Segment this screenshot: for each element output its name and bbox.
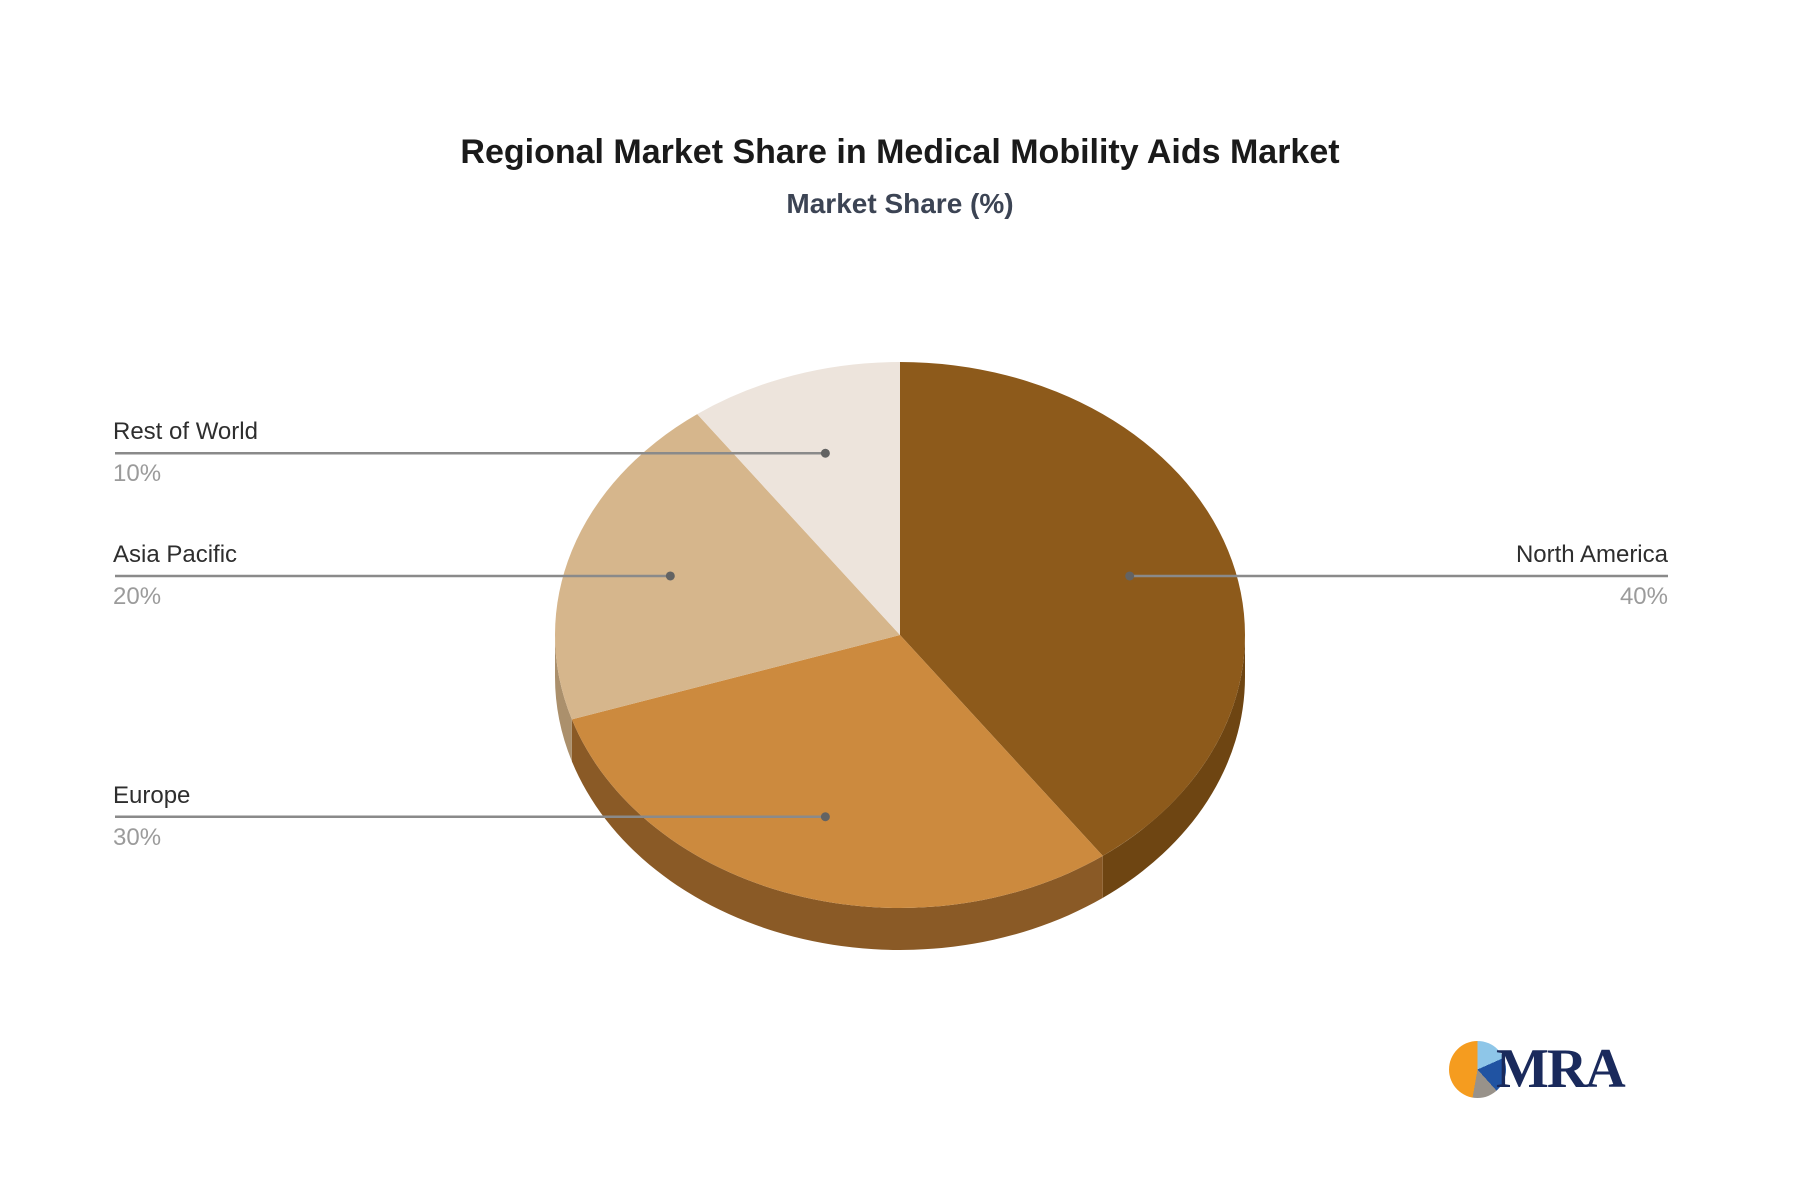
pie-slice-side (1102, 635, 1245, 898)
slice-label-rest-of-world: Rest of World 10% (113, 417, 258, 489)
slice-name: Europe (113, 781, 191, 809)
slice-label-asia-pacific: Asia Pacific 20% (113, 540, 237, 612)
label-connector-dot (665, 571, 675, 581)
slice-name: North America (1515, 540, 1668, 568)
slice-percent: 40% (1619, 582, 1668, 610)
slice-percent: 10% (113, 460, 162, 488)
pie-slice-asia-pacific[interactable] (555, 414, 900, 720)
pie-slice-north-america[interactable] (900, 362, 1245, 856)
label-connector-dot (1125, 571, 1135, 581)
chart-title: Regional Market Share in Medical Mobilit… (460, 133, 1340, 171)
label-connector-dot (820, 812, 830, 822)
pie-slice-europe[interactable] (571, 635, 1103, 909)
brand-logo: MRA (1449, 1038, 1626, 1100)
pie-slice-side (571, 719, 1103, 951)
slice-percent: 20% (113, 582, 162, 610)
chart-subtitle: Market Share (%) (786, 188, 1014, 219)
slice-label-europe: Europe 30% (113, 781, 190, 853)
slice-percent: 30% (113, 823, 162, 851)
pie-slice-side (555, 635, 572, 762)
slice-name: Asia Pacific (113, 540, 238, 568)
pie-slice-rest-of-world[interactable] (697, 362, 900, 635)
slice-name: Rest of World (113, 418, 258, 446)
label-connector-dot (820, 448, 830, 458)
logo-text: MRA (1496, 1038, 1626, 1100)
slice-label-north-america: North America 40% (1516, 540, 1668, 612)
logo-pie-chart-icon (1449, 1041, 1506, 1098)
